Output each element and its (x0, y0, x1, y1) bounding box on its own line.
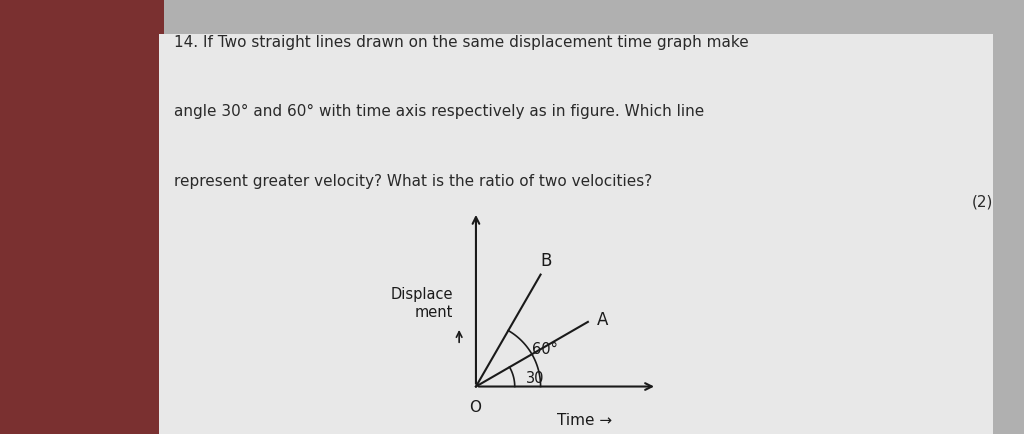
Text: 14. If Two straight lines drawn on the same displacement time graph make: 14. If Two straight lines drawn on the s… (174, 35, 749, 49)
Text: B: B (540, 252, 552, 270)
Text: represent greater velocity? What is the ratio of two velocities?: represent greater velocity? What is the … (174, 174, 652, 188)
Text: angle 30° and 60° with time axis respectively as in figure. Which line: angle 30° and 60° with time axis respect… (174, 104, 705, 119)
Bar (159, 35, 993, 434)
Text: Displace: Displace (390, 286, 453, 301)
Text: O: O (469, 400, 480, 414)
Bar (0, 0, 164, 434)
Text: A: A (597, 311, 608, 329)
Text: (2): (2) (972, 194, 993, 209)
Bar (164, 0, 1024, 434)
Text: 30: 30 (526, 370, 545, 385)
Text: 60°: 60° (531, 341, 558, 356)
Text: Time →: Time → (557, 412, 612, 427)
Text: ment: ment (415, 304, 453, 319)
